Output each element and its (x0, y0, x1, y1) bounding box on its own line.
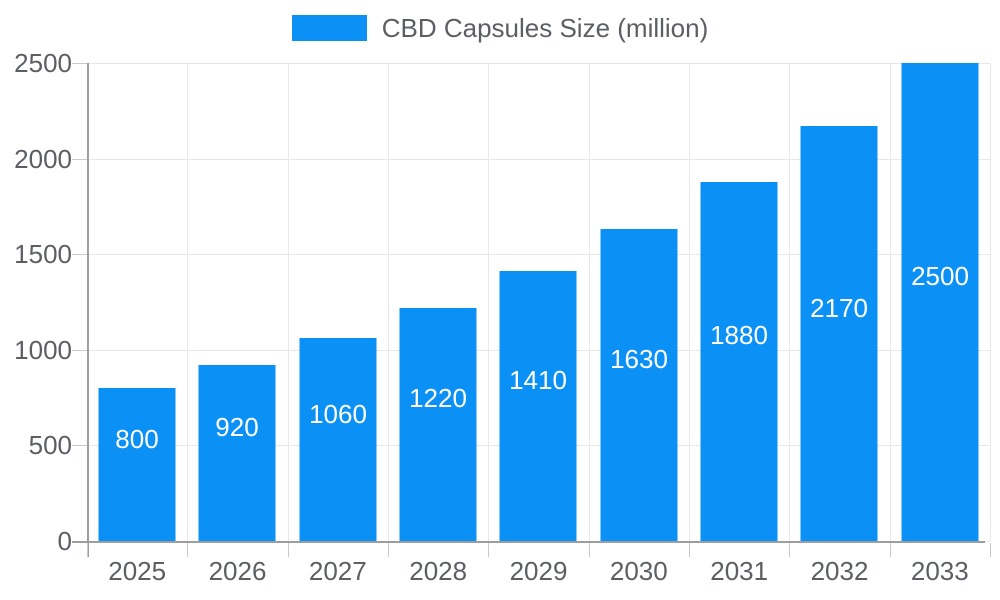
x-axis-tick-label: 2032 (810, 556, 869, 586)
x-axis-tick-label: 2026 (208, 556, 267, 586)
bar-group: 920 (187, 63, 287, 541)
x-axis-tick-mark (388, 543, 389, 557)
bar-group: 2170 (789, 63, 889, 541)
y-axis-tick-label: 1500 (14, 239, 72, 270)
bar[interactable]: 1410 (499, 271, 577, 541)
x-axis-tick-label: 2028 (409, 556, 468, 586)
gridline-vertical (187, 63, 188, 541)
bar-value-label: 920 (215, 412, 259, 443)
bar[interactable]: 1630 (600, 229, 678, 541)
legend-item-cbd-capsules-size[interactable]: CBD Capsules Size (million) (291, 13, 709, 43)
bar-group: 1060 (288, 63, 388, 541)
y-axis-tick-mark (72, 63, 87, 64)
x-axis-tick-mark (488, 543, 489, 557)
bar-group: 800 (87, 63, 187, 541)
x-axis-tick-label: 2025 (108, 556, 167, 586)
x-axis-tick-label: 2031 (710, 556, 769, 586)
x-axis-tick-mark (890, 543, 891, 557)
gridline-vertical (388, 63, 389, 541)
bar-group: 1630 (589, 63, 689, 541)
y-axis-tick-mark (72, 445, 87, 447)
x-axis-tick-mark (789, 543, 790, 557)
gridline-horizontal (87, 254, 990, 256)
gridline-vertical (990, 63, 991, 541)
gridline-vertical (589, 63, 590, 541)
x-axis-tick-mark (689, 543, 690, 557)
y-axis-tick-mark (72, 254, 87, 256)
x-axis-tick-label: 2029 (509, 556, 568, 586)
bar[interactable]: 2500 (901, 63, 979, 541)
x-axis-tick-label: 2030 (609, 556, 668, 586)
x-axis-tick-mark (990, 543, 991, 557)
y-axis-tick-label: 1000 (14, 334, 72, 365)
x-axis-tick-mark (187, 543, 188, 557)
y-axis-tick-label: 2000 (14, 143, 72, 174)
bar-group: 1410 (488, 63, 588, 541)
gridline-vertical (488, 63, 489, 541)
plot-area: 800 920 1060 1220 1410 1630 1880 2170 2500 (87, 63, 991, 542)
gridline-vertical (789, 63, 790, 541)
bar-group: 1880 (689, 63, 789, 541)
x-axis-tick-mark (288, 543, 289, 557)
bar-value-label: 1220 (409, 383, 467, 414)
bar-value-label: 1880 (710, 320, 768, 351)
y-axis-tick-label: 2500 (14, 48, 72, 78)
x-axis-tick-mark (589, 543, 590, 557)
x-axis-line (72, 541, 985, 543)
bar-group: 2500 (890, 63, 990, 541)
bar-value-label: 1060 (309, 398, 367, 429)
y-axis-tick-mark (72, 349, 87, 351)
gridline-horizontal (87, 158, 990, 160)
y-axis-tick-label: 0 (57, 526, 72, 556)
gridline-vertical (288, 63, 289, 541)
bar[interactable]: 920 (198, 365, 276, 541)
x-axis-tick-label: 2027 (308, 556, 367, 586)
bar[interactable]: 800 (98, 388, 176, 541)
bar[interactable]: 1220 (399, 307, 477, 541)
bar-value-label: 2170 (810, 292, 868, 323)
bar[interactable]: 1060 (299, 338, 377, 541)
gridline-horizontal (87, 63, 990, 64)
legend-label: CBD Capsules Size (million) (381, 13, 709, 43)
bar[interactable]: 2170 (800, 126, 878, 541)
x-axis-tick-mark (87, 543, 88, 557)
bar[interactable]: 1880 (700, 181, 778, 541)
bar-value-label: 2500 (911, 261, 969, 291)
bar-value-label: 1410 (509, 365, 567, 396)
legend-swatch-icon (291, 15, 367, 41)
y-axis-line (87, 63, 89, 557)
y-axis-tick-label: 500 (28, 430, 72, 461)
bar-group: 1220 (388, 63, 488, 541)
bar-value-label: 1630 (610, 344, 668, 375)
chart-legend: CBD Capsules Size (million) (0, 0, 1000, 56)
gridline-vertical (689, 63, 690, 541)
bar-value-label: 800 (115, 423, 159, 454)
y-axis-tick-mark (72, 158, 87, 160)
gridline-vertical (890, 63, 891, 541)
x-axis-tick-label: 2033 (910, 556, 969, 586)
